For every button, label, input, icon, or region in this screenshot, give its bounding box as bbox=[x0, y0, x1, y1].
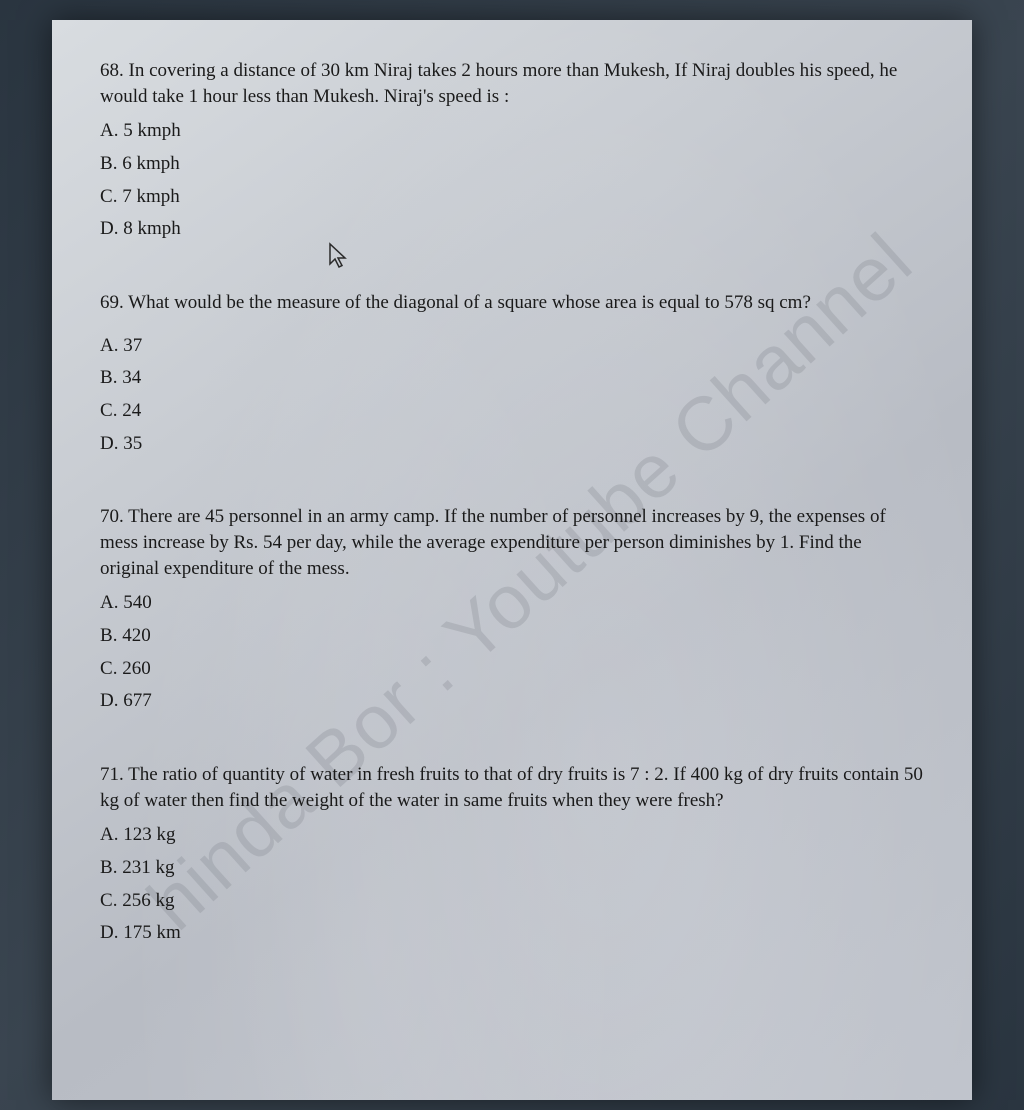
option-c: C. 256 kg bbox=[100, 889, 924, 914]
option-a: A. 37 bbox=[100, 334, 924, 359]
option-a: A. 123 kg bbox=[100, 823, 924, 848]
cursor-icon bbox=[327, 242, 349, 275]
option-b: B. 420 bbox=[100, 624, 924, 649]
question-number: 69 bbox=[100, 292, 119, 313]
question-text: 68. In covering a distance of 30 km Nira… bbox=[100, 58, 924, 109]
options-list: A. 5 kmph B. 6 kmph C. 7 kmph D. 8 kmph bbox=[100, 119, 924, 242]
option-b: B. 34 bbox=[100, 366, 924, 391]
question-body: There are 45 personnel in an army camp. … bbox=[100, 506, 886, 578]
question-68: 68. In covering a distance of 30 km Nira… bbox=[100, 58, 924, 242]
quiz-page: hinda Bor : Youtube Channel 68. In cover… bbox=[52, 20, 972, 1100]
option-a: A. 5 kmph bbox=[100, 119, 924, 144]
question-body: The ratio of quantity of water in fresh … bbox=[100, 764, 923, 811]
question-text: 71. The ratio of quantity of water in fr… bbox=[100, 762, 924, 813]
options-list: A. 123 kg B. 231 kg C. 256 kg D. 175 km bbox=[100, 823, 924, 946]
question-text: 69. What would be the measure of the dia… bbox=[100, 290, 924, 316]
option-d: D. 175 km bbox=[100, 921, 924, 946]
question-70: 70. There are 45 personnel in an army ca… bbox=[100, 504, 924, 714]
question-number: 68 bbox=[100, 60, 119, 81]
option-a: A. 540 bbox=[100, 591, 924, 616]
question-number: 71 bbox=[100, 764, 119, 785]
options-list: A. 37 B. 34 C. 24 D. 35 bbox=[100, 334, 924, 457]
option-b: B. 6 kmph bbox=[100, 152, 924, 177]
question-body: What would be the measure of the diagona… bbox=[128, 292, 811, 313]
question-69: 69. What would be the measure of the dia… bbox=[100, 290, 924, 456]
question-number: 70 bbox=[100, 506, 119, 527]
question-text: 70. There are 45 personnel in an army ca… bbox=[100, 504, 924, 581]
option-c: C. 24 bbox=[100, 399, 924, 424]
question-body: In covering a distance of 30 km Niraj ta… bbox=[100, 60, 897, 107]
question-71: 71. The ratio of quantity of water in fr… bbox=[100, 762, 924, 946]
option-d: D. 677 bbox=[100, 689, 924, 714]
option-d: D. 35 bbox=[100, 432, 924, 457]
option-d: D. 8 kmph bbox=[100, 217, 924, 242]
option-b: B. 231 kg bbox=[100, 856, 924, 881]
options-list: A. 540 B. 420 C. 260 D. 677 bbox=[100, 591, 924, 714]
option-c: C. 7 kmph bbox=[100, 185, 924, 210]
option-c: C. 260 bbox=[100, 657, 924, 682]
